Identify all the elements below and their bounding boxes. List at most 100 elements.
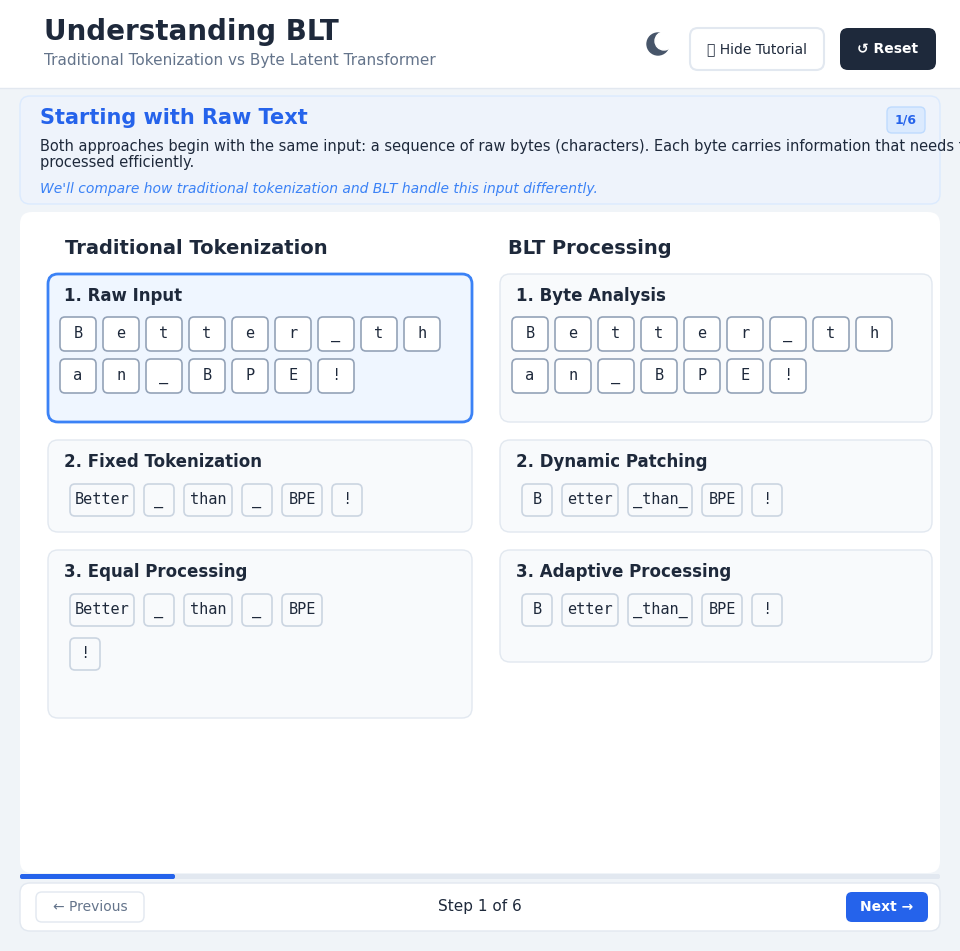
- Text: ↺ Reset: ↺ Reset: [857, 42, 919, 56]
- Text: Traditional Tokenization vs Byte Latent Transformer: Traditional Tokenization vs Byte Latent …: [44, 52, 436, 68]
- Text: !: !: [331, 368, 341, 383]
- FancyBboxPatch shape: [242, 484, 272, 516]
- Text: _: _: [252, 493, 261, 508]
- FancyBboxPatch shape: [275, 317, 311, 351]
- Text: BPE: BPE: [288, 493, 316, 508]
- Text: E: E: [288, 368, 298, 383]
- FancyBboxPatch shape: [770, 317, 806, 351]
- FancyBboxPatch shape: [522, 594, 552, 626]
- Text: 2. Fixed Tokenization: 2. Fixed Tokenization: [64, 453, 262, 471]
- Text: _than_: _than_: [633, 492, 687, 508]
- Circle shape: [655, 32, 673, 50]
- Text: n: n: [568, 368, 578, 383]
- FancyBboxPatch shape: [840, 28, 936, 70]
- Text: e: e: [697, 326, 707, 341]
- Text: B: B: [525, 326, 535, 341]
- Text: 1. Byte Analysis: 1. Byte Analysis: [516, 287, 666, 305]
- Text: etter: etter: [567, 603, 612, 617]
- FancyBboxPatch shape: [641, 359, 677, 393]
- FancyBboxPatch shape: [500, 274, 932, 422]
- Text: e: e: [246, 326, 254, 341]
- FancyBboxPatch shape: [813, 317, 849, 351]
- Text: P: P: [246, 368, 254, 383]
- Text: etter: etter: [567, 493, 612, 508]
- Text: 1/6: 1/6: [895, 113, 917, 126]
- FancyBboxPatch shape: [752, 484, 782, 516]
- FancyBboxPatch shape: [189, 317, 225, 351]
- Text: !: !: [783, 368, 793, 383]
- Text: a: a: [73, 368, 83, 383]
- Text: _: _: [783, 326, 793, 341]
- Text: _: _: [155, 603, 163, 617]
- FancyBboxPatch shape: [690, 28, 824, 70]
- FancyBboxPatch shape: [60, 359, 96, 393]
- Text: _: _: [159, 368, 169, 383]
- FancyBboxPatch shape: [361, 317, 397, 351]
- FancyBboxPatch shape: [60, 317, 96, 351]
- FancyBboxPatch shape: [189, 359, 225, 393]
- Text: We'll compare how traditional tokenization and BLT handle this input differently: We'll compare how traditional tokenizati…: [40, 182, 598, 196]
- Text: B: B: [533, 603, 541, 617]
- Text: t: t: [203, 326, 211, 341]
- FancyBboxPatch shape: [20, 874, 175, 879]
- Text: B: B: [655, 368, 663, 383]
- Text: !: !: [343, 493, 351, 508]
- Text: 3. Equal Processing: 3. Equal Processing: [64, 563, 248, 581]
- Text: B: B: [533, 493, 541, 508]
- FancyBboxPatch shape: [36, 892, 144, 922]
- FancyBboxPatch shape: [684, 359, 720, 393]
- Text: BPE: BPE: [708, 493, 735, 508]
- FancyBboxPatch shape: [232, 317, 268, 351]
- FancyBboxPatch shape: [555, 317, 591, 351]
- Text: ⓘ Hide Tutorial: ⓘ Hide Tutorial: [707, 42, 807, 56]
- FancyBboxPatch shape: [770, 359, 806, 393]
- FancyBboxPatch shape: [598, 317, 634, 351]
- FancyBboxPatch shape: [318, 359, 354, 393]
- Text: BPE: BPE: [708, 603, 735, 617]
- FancyBboxPatch shape: [282, 594, 322, 626]
- Text: t: t: [827, 326, 835, 341]
- Text: n: n: [116, 368, 126, 383]
- Text: B: B: [203, 368, 211, 383]
- Text: Step 1 of 6: Step 1 of 6: [438, 900, 522, 915]
- FancyBboxPatch shape: [184, 484, 232, 516]
- FancyBboxPatch shape: [856, 317, 892, 351]
- FancyBboxPatch shape: [702, 484, 742, 516]
- Text: P: P: [697, 368, 707, 383]
- FancyBboxPatch shape: [70, 594, 134, 626]
- Text: t: t: [612, 326, 620, 341]
- FancyBboxPatch shape: [184, 594, 232, 626]
- Text: _: _: [612, 368, 620, 383]
- FancyBboxPatch shape: [318, 317, 354, 351]
- FancyBboxPatch shape: [512, 359, 548, 393]
- Text: !: !: [762, 603, 772, 617]
- Text: h: h: [418, 326, 426, 341]
- Text: h: h: [870, 326, 878, 341]
- FancyBboxPatch shape: [887, 107, 925, 133]
- FancyBboxPatch shape: [522, 484, 552, 516]
- Text: a: a: [525, 368, 535, 383]
- FancyBboxPatch shape: [282, 484, 322, 516]
- Text: e: e: [116, 326, 126, 341]
- FancyBboxPatch shape: [70, 484, 134, 516]
- FancyBboxPatch shape: [70, 638, 100, 670]
- FancyBboxPatch shape: [752, 594, 782, 626]
- Text: B: B: [73, 326, 83, 341]
- Circle shape: [647, 33, 669, 55]
- FancyBboxPatch shape: [146, 359, 182, 393]
- FancyBboxPatch shape: [20, 874, 940, 879]
- FancyBboxPatch shape: [232, 359, 268, 393]
- Text: r: r: [740, 326, 750, 341]
- FancyBboxPatch shape: [512, 317, 548, 351]
- FancyBboxPatch shape: [500, 550, 932, 662]
- FancyBboxPatch shape: [48, 440, 472, 532]
- Text: t: t: [159, 326, 169, 341]
- FancyBboxPatch shape: [146, 317, 182, 351]
- Text: than: than: [190, 493, 227, 508]
- Text: Next →: Next →: [860, 900, 914, 914]
- FancyBboxPatch shape: [103, 317, 139, 351]
- FancyBboxPatch shape: [628, 484, 692, 516]
- FancyBboxPatch shape: [641, 317, 677, 351]
- FancyBboxPatch shape: [562, 594, 618, 626]
- FancyBboxPatch shape: [727, 359, 763, 393]
